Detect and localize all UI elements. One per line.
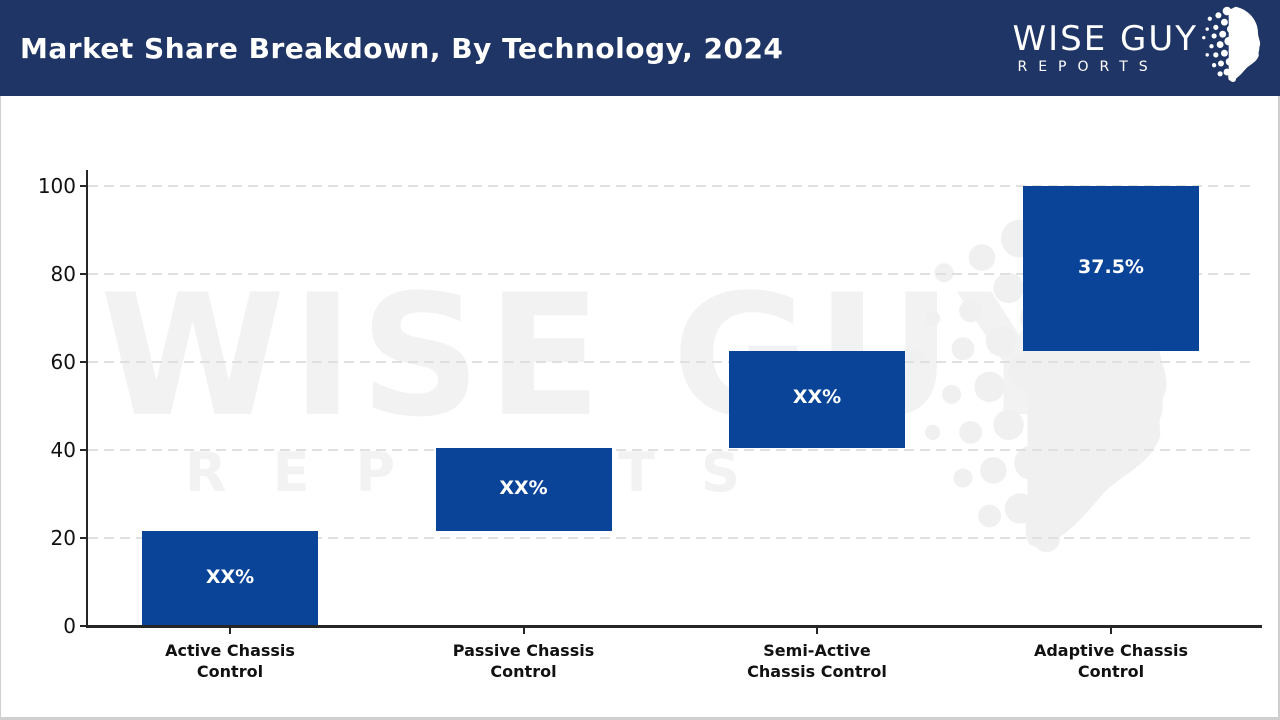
bar: 37.5% [1023,186,1199,351]
y-tick-mark [80,625,88,627]
bar: XX% [142,531,318,626]
y-tick-mark [80,273,88,275]
frame-edge-right [1278,96,1280,720]
page-title: Market Share Breakdown, By Technology, 2… [20,31,784,65]
logo-head-icon [1202,6,1261,82]
gridline-100 [88,185,1255,187]
y-tick-label: 60 [50,350,76,374]
category-label: Adaptive Chassis Control [1033,641,1189,681]
y-tick-label: 20 [50,526,76,550]
bar-value-label: XX% [499,476,548,499]
bar-value-label: XX% [792,386,842,409]
bar: XX% [435,447,612,532]
y-tick-label: 80 [50,262,76,286]
y-tick-mark [80,449,88,451]
y-tick-label: 0 [63,614,76,638]
logo-text: WISE GUY REPORTS [1012,22,1198,74]
frame-edge-left [0,96,1,720]
x-axis [86,625,1262,628]
logo: WISE GUY REPORTS [1012,0,1270,96]
frame-edge-bottom [0,717,1280,720]
gridline-80 [88,273,1255,275]
gridline-60 [88,361,1255,363]
logo-wordmark: WISE GUY [1012,19,1198,59]
y-tick-label: 100 [37,174,76,198]
y-tick-mark [80,537,88,539]
category-label: Passive Chassis Control [452,641,595,681]
gridline-40 [88,449,1255,451]
header-bar: Market Share Breakdown, By Technology, 2… [0,0,1280,96]
x-tick-mark [816,626,818,634]
x-tick-mark [522,626,525,634]
y-axis [86,170,88,626]
x-tick-mark [1110,626,1112,634]
y-tick-mark [80,361,88,363]
y-tick-label: 40 [50,438,76,462]
x-tick-mark [229,626,231,634]
category-label: Semi-Active Chassis Control [747,641,887,681]
category-label: Active Chassis Control [165,641,295,681]
bar: XX% [729,351,905,448]
bar-value-label: 37.5% [1078,255,1144,278]
y-tick-mark [80,185,88,187]
bar-value-label: XX% [205,565,255,588]
logo-subtitle: REPORTS [1017,59,1159,75]
gridline-20 [88,537,1255,539]
